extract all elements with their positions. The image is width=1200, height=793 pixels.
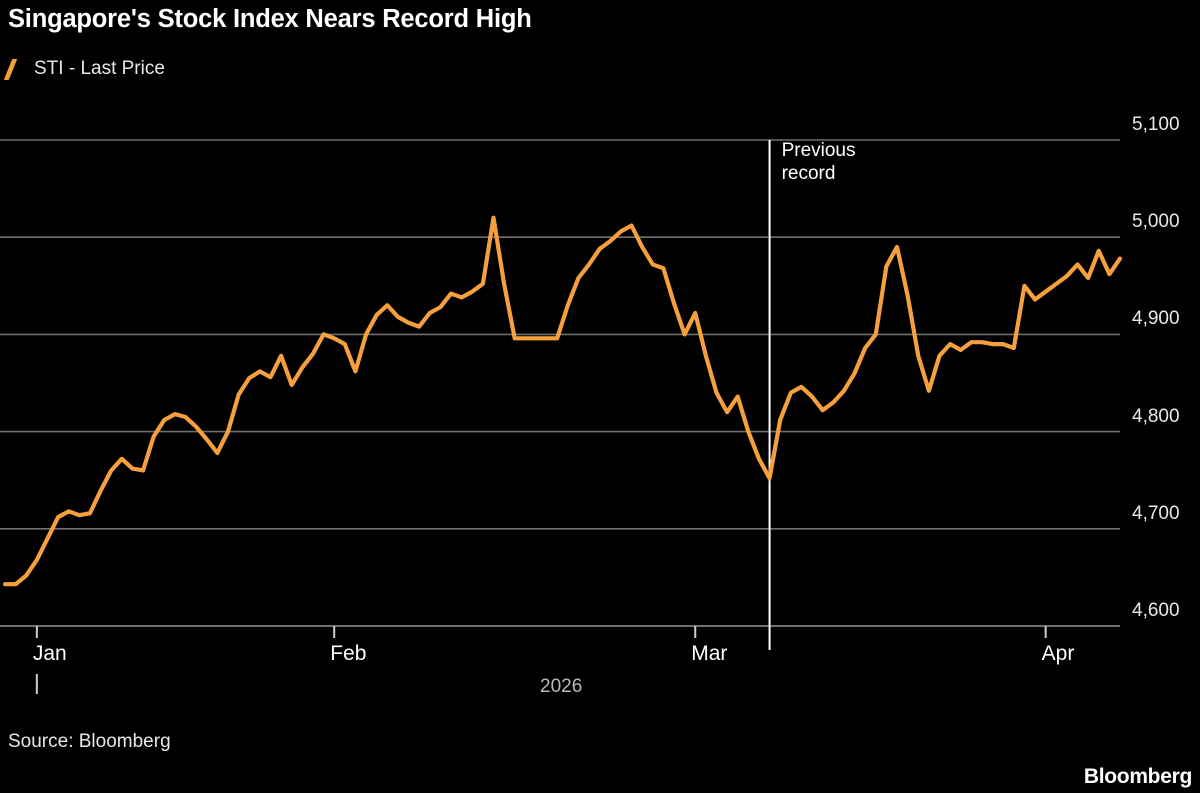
y-axis-tick-label: 4,900 <box>1132 308 1180 330</box>
x-axis-period-label: 2026 <box>540 676 583 697</box>
x-axis-tick-label: Apr <box>1041 642 1075 665</box>
grid-lines <box>0 139 1120 627</box>
chart-legend: STI - Last Price <box>6 58 165 80</box>
source-note: Source: Bloomberg <box>8 731 171 752</box>
page-title: Singapore's Stock Index Nears Record Hig… <box>8 5 532 33</box>
y-axis-tick-label: 5,000 <box>1132 211 1180 233</box>
x-axis-tick-marks <box>35 626 1047 694</box>
y-axis-tick-label: 5,100 <box>1132 114 1180 135</box>
x-axis-tick-label: Jan <box>32 642 67 665</box>
y-axis-tick-label: 4,700 <box>1132 502 1180 524</box>
series-line-sti <box>2 215 1123 587</box>
y-axis-tick-label: 4,800 <box>1132 405 1180 427</box>
y-axis-tick-label: 4,600 <box>1132 600 1180 621</box>
x-axis-tick-label: Mar <box>691 642 728 665</box>
bloomberg-brand-mark: Bloomberg <box>1083 765 1192 788</box>
x-axis-tick-label: Feb <box>330 642 367 665</box>
legend-item-label: STI - Last Price <box>34 58 165 79</box>
previous-record-annotation: Previous record <box>781 140 856 184</box>
